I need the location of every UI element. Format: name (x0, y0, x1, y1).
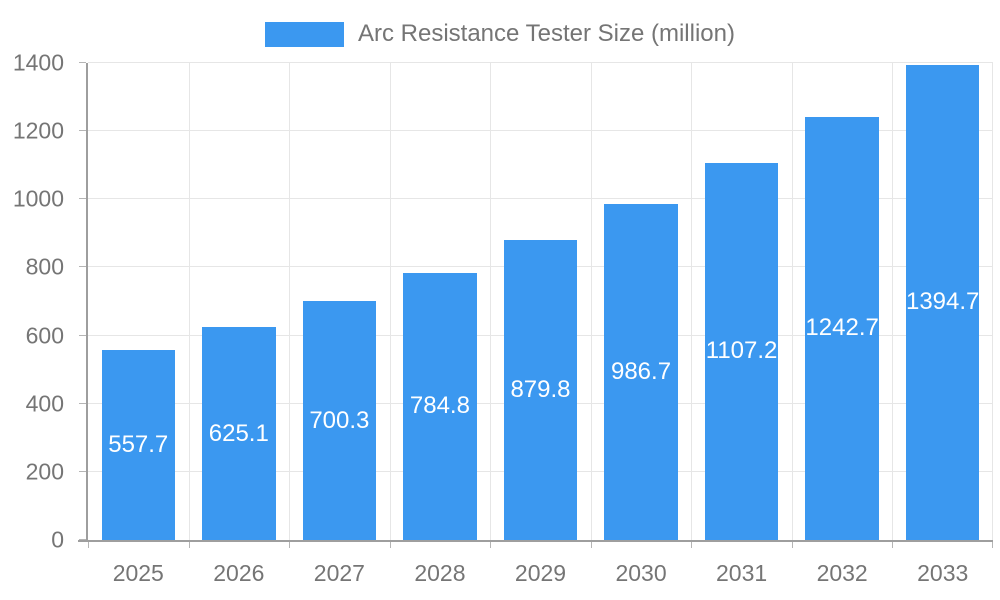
category-column: 1242.7 2032 (791, 63, 893, 585)
x-axis-tick (590, 542, 592, 548)
x-axis-tick-label: 2025 (112, 560, 164, 586)
y-axis-tick (79, 470, 86, 472)
x-axis-tick (389, 542, 391, 548)
bar[interactable]: 1107.2 (704, 162, 779, 540)
category-column: 1394.7 2033 (892, 63, 993, 585)
bar[interactable]: 784.8 (403, 272, 477, 540)
x-axis-tick-label: 2027 (313, 560, 365, 586)
y-axis-tick-label: 800 (25, 253, 64, 280)
y-axis-line (86, 63, 88, 540)
category-column: 1107.2 2031 (691, 63, 792, 585)
x-axis-tick-label: 2031 (716, 560, 768, 586)
y-axis-tick-label: 400 (25, 390, 64, 417)
x-axis-tick-label: 2029 (514, 560, 567, 586)
y-axis-tick-label: 600 (25, 322, 64, 349)
bar-value-label: 784.8 (409, 392, 470, 420)
bar-value-label: 1394.7 (905, 288, 980, 316)
x-axis-tick-label: 2032 (816, 560, 868, 586)
legend-swatch (264, 21, 344, 47)
y-axis-tick-label: 1400 (12, 49, 64, 76)
y-axis-tick-label: 1200 (12, 117, 64, 144)
bar-value-label: 986.7 (610, 357, 672, 385)
y-axis-tick (79, 198, 86, 200)
x-axis-tick-label: 2033 (917, 560, 969, 586)
category-column: 784.8 2028 (389, 63, 491, 585)
bar[interactable]: 1394.7 (905, 64, 980, 540)
x-gridline (590, 63, 592, 540)
bar[interactable]: 625.1 (202, 327, 276, 540)
bar-value-label: 557.7 (108, 430, 169, 458)
x-axis-line (78, 540, 993, 542)
x-gridline (892, 63, 894, 540)
category-column: 879.8 2029 (490, 63, 591, 585)
x-gridline (791, 63, 793, 540)
bar-value-label: 1242.7 (805, 314, 879, 342)
y-axis-tick (79, 334, 86, 336)
x-axis-tick (991, 542, 993, 548)
x-axis-tick-label: 2026 (213, 560, 265, 586)
bar[interactable]: 879.8 (503, 240, 578, 540)
bar[interactable]: 1242.7 (805, 116, 879, 540)
x-axis-tick (490, 542, 492, 548)
x-gridline (188, 63, 190, 540)
y-gridline (88, 130, 993, 132)
x-gridline (991, 63, 993, 540)
x-gridline (490, 63, 492, 540)
x-axis-tick-label: 2030 (615, 560, 667, 586)
x-axis-tick-label: 2028 (414, 560, 466, 586)
x-axis-tick (88, 542, 89, 548)
bar-value-label: 625.1 (208, 419, 269, 447)
y-axis-tick (79, 402, 86, 404)
legend[interactable]: Arc Resistance Tester Size (million) (0, 20, 1000, 48)
x-gridline (389, 63, 391, 540)
x-axis-tick (289, 542, 291, 548)
bar-value-label: 879.8 (510, 376, 571, 404)
legend-label: Arc Resistance Tester Size (million) (357, 20, 735, 47)
y-axis-tick (79, 130, 86, 132)
y-axis-labels: 0 200 400 600 800 1000 1200 1400 (0, 51, 64, 551)
x-axis-tick (188, 542, 190, 548)
y-axis-tick (79, 266, 86, 268)
x-gridline (289, 63, 291, 540)
x-axis-tick (791, 542, 793, 548)
bar-value-label: 700.3 (309, 406, 370, 434)
plot-area: 557.7 2025 625.1 2026 700.3 2027 784.8 2028 879.… (78, 62, 993, 585)
bar[interactable]: 986.7 (604, 203, 678, 540)
y-axis-tick-label: 0 (51, 526, 64, 553)
category-column: 557.7 2025 (88, 63, 189, 585)
bar[interactable]: 700.3 (302, 301, 377, 540)
y-gridline (88, 198, 993, 200)
y-axis-tick-label: 200 (25, 458, 64, 485)
y-axis-tick-label: 1000 (12, 185, 64, 212)
x-axis-tick (691, 542, 693, 548)
category-column: 700.3 2027 (289, 63, 390, 585)
bar[interactable]: 557.7 (101, 349, 175, 540)
category-column: 625.1 2026 (188, 63, 290, 585)
y-axis-tick (79, 62, 86, 63)
x-gridline (691, 63, 693, 540)
y-axis-tick (79, 539, 86, 540)
category-column: 986.7 2030 (590, 63, 692, 585)
y-gridline (88, 62, 993, 63)
bar-value-label: 1107.2 (705, 337, 778, 365)
x-axis-tick (892, 542, 894, 548)
